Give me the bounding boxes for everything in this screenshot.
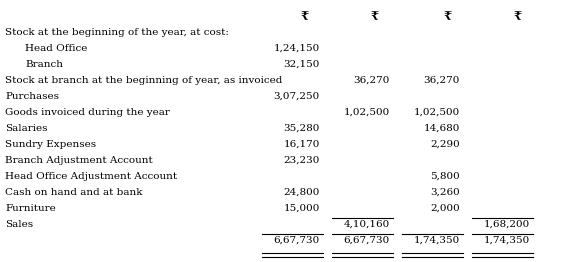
Text: Cash on hand and at bank: Cash on hand and at bank [5,188,143,197]
Text: 3,07,250: 3,07,250 [274,92,320,101]
Text: Branch: Branch [25,60,63,69]
Text: 1,68,200: 1,68,200 [484,220,530,229]
Text: 24,800: 24,800 [283,188,320,197]
Text: 36,270: 36,270 [424,76,460,85]
Text: Furniture: Furniture [5,204,56,213]
Text: 6,67,730: 6,67,730 [344,236,390,245]
Text: 36,270: 36,270 [354,76,390,85]
Text: 2,290: 2,290 [430,140,460,149]
Text: 35,280: 35,280 [283,124,320,133]
Text: 1,74,350: 1,74,350 [414,236,460,245]
Text: ₹: ₹ [514,10,522,23]
Text: Sales: Sales [5,220,33,229]
Text: 1,02,500: 1,02,500 [344,108,390,117]
Text: 15,000: 15,000 [283,204,320,213]
Text: 16,170: 16,170 [283,140,320,149]
Text: 1,24,150: 1,24,150 [274,44,320,53]
Text: 23,230: 23,230 [283,156,320,165]
Text: ₹: ₹ [444,10,452,23]
Text: Head Office: Head Office [25,44,87,53]
Text: 1,74,350: 1,74,350 [484,236,530,245]
Text: 6,67,730: 6,67,730 [274,236,320,245]
Text: Purchases: Purchases [5,92,59,101]
Text: Goods invoiced during the year: Goods invoiced during the year [5,108,170,117]
Text: Sundry Expenses: Sundry Expenses [5,140,96,149]
Text: Stock at the beginning of the year, at cost:: Stock at the beginning of the year, at c… [5,28,229,37]
Text: 3,260: 3,260 [430,188,460,197]
Text: 5,800: 5,800 [430,172,460,181]
Text: 32,150: 32,150 [283,60,320,69]
Text: 14,680: 14,680 [424,124,460,133]
Text: 2,000: 2,000 [430,204,460,213]
Text: 4,10,160: 4,10,160 [344,220,390,229]
Text: Stock at branch at the beginning of year, as invoiced: Stock at branch at the beginning of year… [5,76,282,85]
Text: Branch Adjustment Account: Branch Adjustment Account [5,156,152,165]
Text: ₹: ₹ [301,10,309,23]
Text: Salaries: Salaries [5,124,48,133]
Text: Head Office Adjustment Account: Head Office Adjustment Account [5,172,177,181]
Text: 1,02,500: 1,02,500 [414,108,460,117]
Text: ₹: ₹ [371,10,379,23]
